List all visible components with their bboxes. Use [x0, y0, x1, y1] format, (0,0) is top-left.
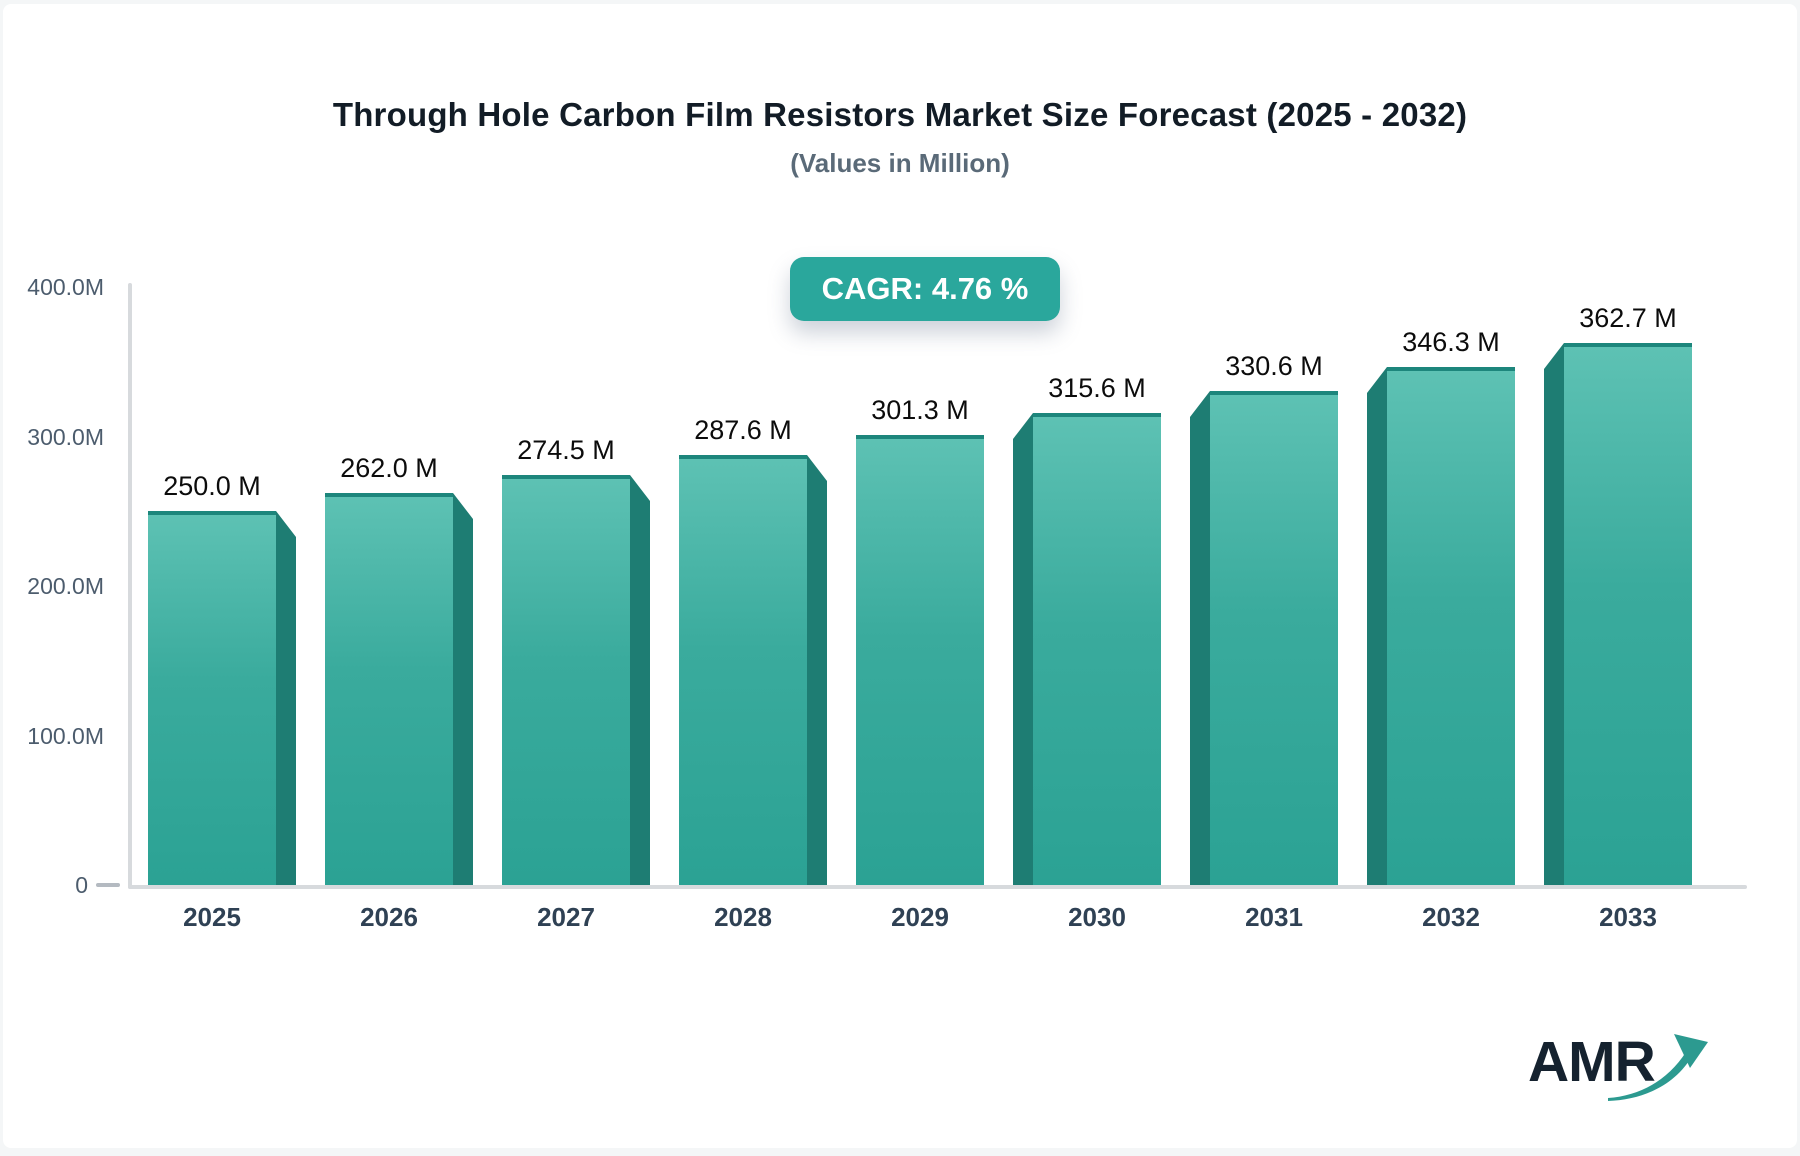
bar-side-face — [630, 475, 650, 885]
chart-title: Through Hole Carbon Film Resistors Marke… — [332, 96, 1468, 133]
bar-side-face — [1190, 391, 1210, 885]
y-tick-label: 200.0M — [27, 573, 104, 599]
bar-value-label: 330.6 M — [1225, 351, 1323, 381]
bar-front-face — [1387, 367, 1515, 885]
y-tick-label: 400.0M — [27, 274, 104, 300]
bar-front-face — [679, 455, 807, 885]
bar-front-face — [856, 435, 984, 885]
amr-logo-text: AMR — [1528, 1030, 1656, 1094]
bar-value-label: 287.6 M — [694, 415, 792, 445]
x-category-label: 2031 — [1245, 902, 1303, 932]
bar: 250.0 M — [148, 471, 296, 885]
chart-subtitle: (Values in Million) — [790, 148, 1010, 178]
bar-top-edge — [679, 455, 807, 459]
y-tick-label: 0 — [75, 872, 88, 898]
bar-value-label: 301.3 M — [871, 395, 969, 425]
x-axis-line — [128, 885, 1747, 889]
bar-side-face — [453, 493, 473, 885]
bar: 301.3 M — [856, 395, 984, 885]
x-category-label: 2027 — [537, 902, 595, 932]
bar-value-label: 250.0 M — [163, 471, 261, 501]
bar-top-edge — [502, 475, 630, 479]
bar-top-edge — [856, 435, 984, 439]
bar-value-label: 346.3 M — [1402, 327, 1500, 357]
bar: 262.0 M — [325, 453, 473, 885]
bar-top-edge — [1387, 367, 1515, 371]
x-category-label: 2028 — [714, 902, 772, 932]
x-category-label: 2032 — [1422, 902, 1480, 932]
bar: 287.6 M — [679, 415, 827, 885]
bar-value-label: 362.7 M — [1579, 303, 1677, 333]
bar-top-edge — [1210, 391, 1338, 395]
y-tick-label: 100.0M — [27, 722, 104, 749]
bar-side-face — [1367, 367, 1387, 885]
bar-top-edge — [1564, 343, 1692, 347]
bar: 362.7 M — [1544, 303, 1692, 885]
bar-front-face — [1564, 343, 1692, 885]
bar-side-face — [1544, 343, 1564, 885]
y-tick-label: 300.0M — [27, 423, 104, 450]
bar-front-face — [1210, 391, 1338, 885]
cagr-badge: CAGR: 4.76 % — [790, 257, 1060, 321]
y-axis-line — [128, 283, 132, 889]
x-category-label: 2025 — [183, 902, 241, 932]
bar-side-face — [807, 455, 827, 885]
bar-top-edge — [148, 511, 276, 515]
x-category-label: 2030 — [1068, 902, 1126, 932]
bar-top-edge — [325, 493, 453, 497]
bar-value-label: 262.0 M — [340, 453, 438, 483]
bar-side-face — [276, 511, 296, 885]
bar: 274.5 M — [502, 435, 650, 885]
bar-front-face — [502, 475, 630, 885]
growth-arrow-icon — [1608, 1034, 1708, 1101]
bar: 330.6 M — [1190, 351, 1338, 885]
zero-tick-dash — [96, 883, 120, 887]
x-category-label: 2029 — [891, 902, 949, 932]
amr-logo: AMR — [1528, 1032, 1728, 1112]
bar-value-label: 274.5 M — [517, 435, 615, 465]
bar: 346.3 M — [1367, 327, 1515, 885]
bar-side-face — [1013, 413, 1033, 885]
bar-top-edge — [1033, 413, 1161, 417]
bar-front-face — [325, 493, 453, 885]
bar-value-label: 315.6 M — [1048, 373, 1146, 403]
bar-front-face — [148, 511, 276, 885]
x-category-label: 2033 — [1599, 902, 1657, 932]
bar-front-face — [1033, 413, 1161, 885]
x-category-label: 2026 — [360, 902, 418, 932]
bar: 315.6 M — [1013, 373, 1161, 885]
